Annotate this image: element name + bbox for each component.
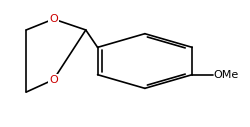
Text: O: O (49, 14, 58, 24)
Text: OMe: OMe (213, 70, 238, 80)
Text: O: O (49, 75, 58, 85)
